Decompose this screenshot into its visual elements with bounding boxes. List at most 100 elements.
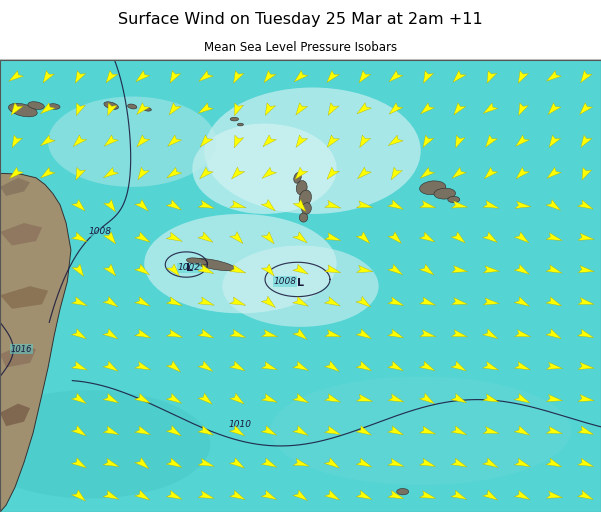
Polygon shape: [0, 345, 36, 368]
Polygon shape: [198, 297, 214, 305]
Polygon shape: [325, 361, 340, 372]
Polygon shape: [230, 393, 244, 404]
Polygon shape: [419, 232, 435, 242]
Polygon shape: [325, 201, 341, 208]
Polygon shape: [169, 103, 182, 115]
Ellipse shape: [419, 181, 446, 195]
Polygon shape: [230, 361, 245, 371]
Ellipse shape: [204, 88, 421, 214]
Polygon shape: [514, 330, 531, 337]
Polygon shape: [451, 490, 467, 499]
Polygon shape: [293, 490, 308, 501]
Polygon shape: [420, 167, 435, 178]
Polygon shape: [230, 329, 246, 337]
Polygon shape: [135, 361, 151, 370]
Polygon shape: [451, 297, 468, 305]
Polygon shape: [261, 361, 278, 370]
Text: L: L: [186, 263, 193, 273]
Ellipse shape: [144, 214, 337, 313]
Polygon shape: [357, 103, 371, 114]
Polygon shape: [452, 167, 466, 178]
Polygon shape: [135, 296, 150, 306]
Ellipse shape: [230, 117, 239, 121]
Polygon shape: [166, 458, 182, 467]
Polygon shape: [483, 361, 499, 370]
Polygon shape: [486, 135, 498, 147]
Polygon shape: [546, 394, 563, 401]
Polygon shape: [451, 266, 468, 272]
Polygon shape: [546, 458, 562, 467]
Polygon shape: [483, 490, 498, 500]
Polygon shape: [483, 232, 498, 243]
Polygon shape: [419, 201, 436, 208]
Polygon shape: [356, 361, 371, 371]
Polygon shape: [261, 232, 274, 244]
Polygon shape: [325, 297, 340, 306]
Polygon shape: [424, 71, 434, 83]
Polygon shape: [137, 135, 150, 147]
Polygon shape: [234, 103, 243, 116]
Polygon shape: [264, 71, 276, 83]
Polygon shape: [483, 394, 499, 402]
Polygon shape: [40, 167, 55, 178]
Polygon shape: [135, 232, 150, 242]
Polygon shape: [546, 491, 563, 498]
Polygon shape: [10, 167, 23, 179]
Polygon shape: [104, 135, 118, 146]
Ellipse shape: [302, 203, 311, 215]
Polygon shape: [388, 426, 404, 435]
Polygon shape: [72, 232, 87, 242]
Polygon shape: [388, 490, 404, 499]
Ellipse shape: [296, 181, 307, 195]
Ellipse shape: [48, 104, 60, 109]
Polygon shape: [388, 200, 403, 209]
Polygon shape: [230, 490, 245, 500]
Polygon shape: [325, 394, 341, 402]
Polygon shape: [483, 329, 498, 339]
Polygon shape: [325, 490, 340, 500]
Polygon shape: [518, 71, 529, 83]
Ellipse shape: [294, 173, 301, 183]
Polygon shape: [103, 232, 116, 244]
Polygon shape: [578, 490, 593, 500]
Polygon shape: [40, 103, 55, 114]
Polygon shape: [451, 201, 468, 208]
Polygon shape: [166, 297, 182, 306]
Polygon shape: [325, 330, 341, 337]
Text: 1016: 1016: [11, 345, 32, 354]
Polygon shape: [200, 135, 213, 147]
Polygon shape: [200, 167, 213, 179]
Polygon shape: [358, 167, 371, 179]
Polygon shape: [483, 266, 499, 273]
Polygon shape: [230, 425, 245, 436]
Polygon shape: [581, 71, 593, 83]
Polygon shape: [72, 361, 87, 370]
Polygon shape: [103, 296, 118, 307]
Polygon shape: [12, 135, 23, 148]
Polygon shape: [166, 167, 182, 178]
Text: Surface Wind on Tuesday 25 Mar at 2am +11: Surface Wind on Tuesday 25 Mar at 2am +1…: [118, 12, 483, 27]
Polygon shape: [514, 393, 530, 403]
Polygon shape: [261, 296, 275, 308]
Polygon shape: [9, 71, 23, 81]
Polygon shape: [516, 135, 529, 146]
Polygon shape: [293, 425, 308, 435]
Polygon shape: [168, 135, 182, 146]
Polygon shape: [514, 425, 530, 435]
Polygon shape: [106, 71, 118, 83]
Polygon shape: [0, 223, 42, 246]
Polygon shape: [325, 458, 340, 468]
Polygon shape: [198, 232, 213, 242]
Polygon shape: [578, 233, 594, 240]
Polygon shape: [359, 135, 371, 147]
Ellipse shape: [299, 213, 308, 222]
Polygon shape: [166, 393, 182, 403]
Polygon shape: [293, 232, 307, 243]
Polygon shape: [103, 329, 118, 339]
Polygon shape: [199, 71, 213, 81]
Polygon shape: [166, 264, 180, 276]
Polygon shape: [419, 264, 434, 275]
Polygon shape: [138, 167, 150, 180]
Polygon shape: [261, 425, 277, 435]
Polygon shape: [484, 167, 498, 179]
